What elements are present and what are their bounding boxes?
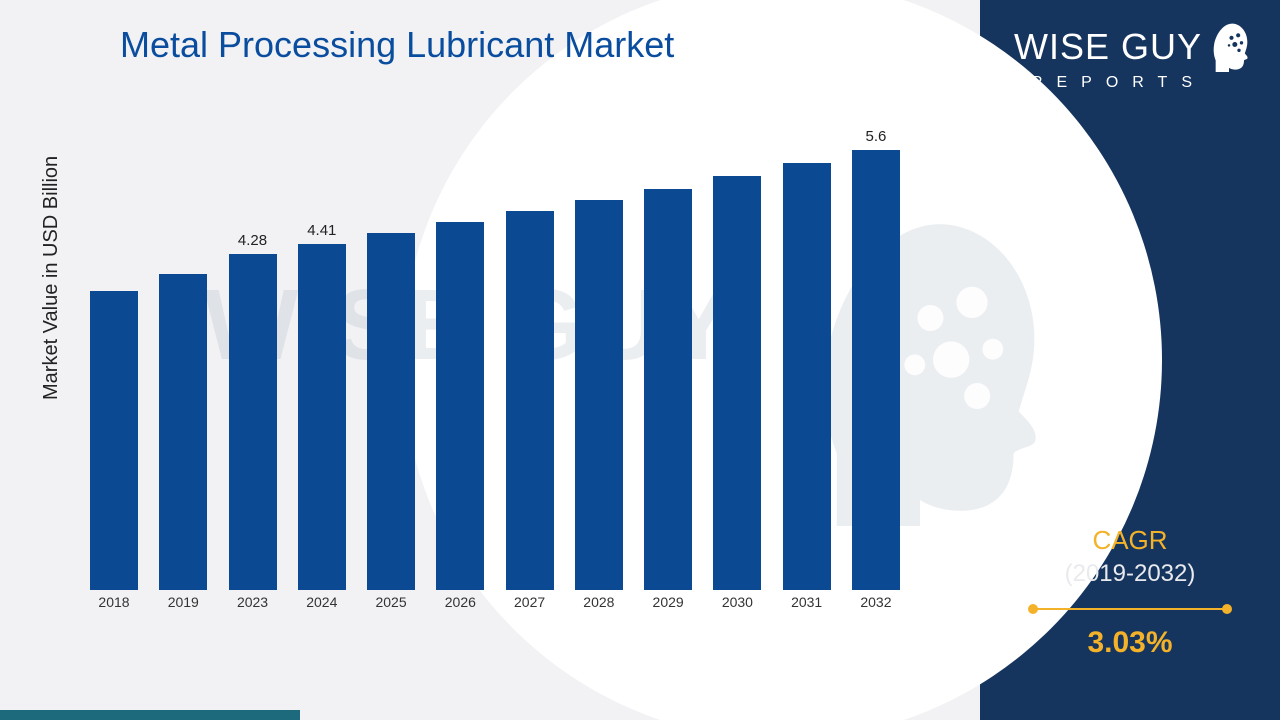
bar: [644, 189, 692, 591]
x-tick-label: 2019: [159, 594, 207, 610]
x-tick-label: 2032: [852, 594, 900, 610]
x-tick-label: 2029: [644, 594, 692, 610]
bar: [367, 233, 415, 590]
x-tick-label: 2024: [298, 594, 346, 610]
bar-value-label: 4.41: [307, 222, 336, 239]
brand-logo: WISE GUY REPORTS: [1000, 22, 1250, 92]
bar-value-label: 5.6: [865, 128, 886, 145]
bar: [713, 176, 761, 590]
x-tick-label: 2028: [575, 594, 623, 610]
chart-area: 4.28 4.41 5.6: [90, 150, 900, 590]
bar: [852, 150, 900, 590]
x-tick-label: 2023: [229, 594, 277, 610]
x-tick-label: 2031: [783, 594, 831, 610]
bar-wrap: [783, 163, 831, 590]
cagr-value: 3.03%: [1010, 626, 1250, 660]
bar-wrap: 4.41: [298, 244, 346, 591]
logo-text-line2: REPORTS: [1000, 74, 1206, 92]
bar: [575, 200, 623, 590]
bar-group: 4.28 4.41 5.6: [90, 150, 900, 590]
logo-head-icon: [1208, 22, 1250, 72]
bar-wrap: [367, 233, 415, 590]
bar-wrap: [90, 291, 138, 590]
bar: [436, 222, 484, 590]
bar-wrap: 5.6: [852, 150, 900, 590]
y-axis-label: Market Value in USD Billion: [40, 156, 63, 400]
bar-wrap: [159, 274, 207, 590]
x-tick-label: 2025: [367, 594, 415, 610]
cagr-label: CAGR: [1010, 525, 1250, 556]
x-tick-label: 2026: [436, 594, 484, 610]
bar: [159, 274, 207, 590]
bar-wrap: [713, 176, 761, 590]
x-tick-label: 2018: [90, 594, 138, 610]
cagr-block: CAGR (2019-2032) 3.03%: [1010, 525, 1250, 660]
bar: [229, 254, 277, 590]
x-tick-label: 2030: [713, 594, 761, 610]
footer-accent-bar: [0, 710, 300, 720]
cagr-range: (2019-2032): [1010, 560, 1250, 588]
infographic-canvas: WISE GUY REPORTS Metal Processing Lubric…: [0, 0, 1280, 720]
bar-wrap: [575, 200, 623, 590]
cagr-divider: [1030, 608, 1230, 610]
bar-wrap: [506, 211, 554, 590]
bar: [90, 291, 138, 590]
chart-title: Metal Processing Lubricant Market: [120, 24, 674, 66]
bar-wrap: [644, 189, 692, 591]
bar-value-label: 4.28: [238, 232, 267, 249]
bar-wrap: [436, 222, 484, 590]
x-tick-label: 2027: [506, 594, 554, 610]
bar: [506, 211, 554, 590]
bar: [298, 244, 346, 591]
logo-text-line1: WISE GUY: [1014, 26, 1202, 68]
bar-wrap: 4.28: [229, 254, 277, 590]
bar: [783, 163, 831, 590]
x-axis-labels: 2018 2019 2023 2024 2025 2026 2027 2028 2029 2030…: [90, 594, 900, 610]
